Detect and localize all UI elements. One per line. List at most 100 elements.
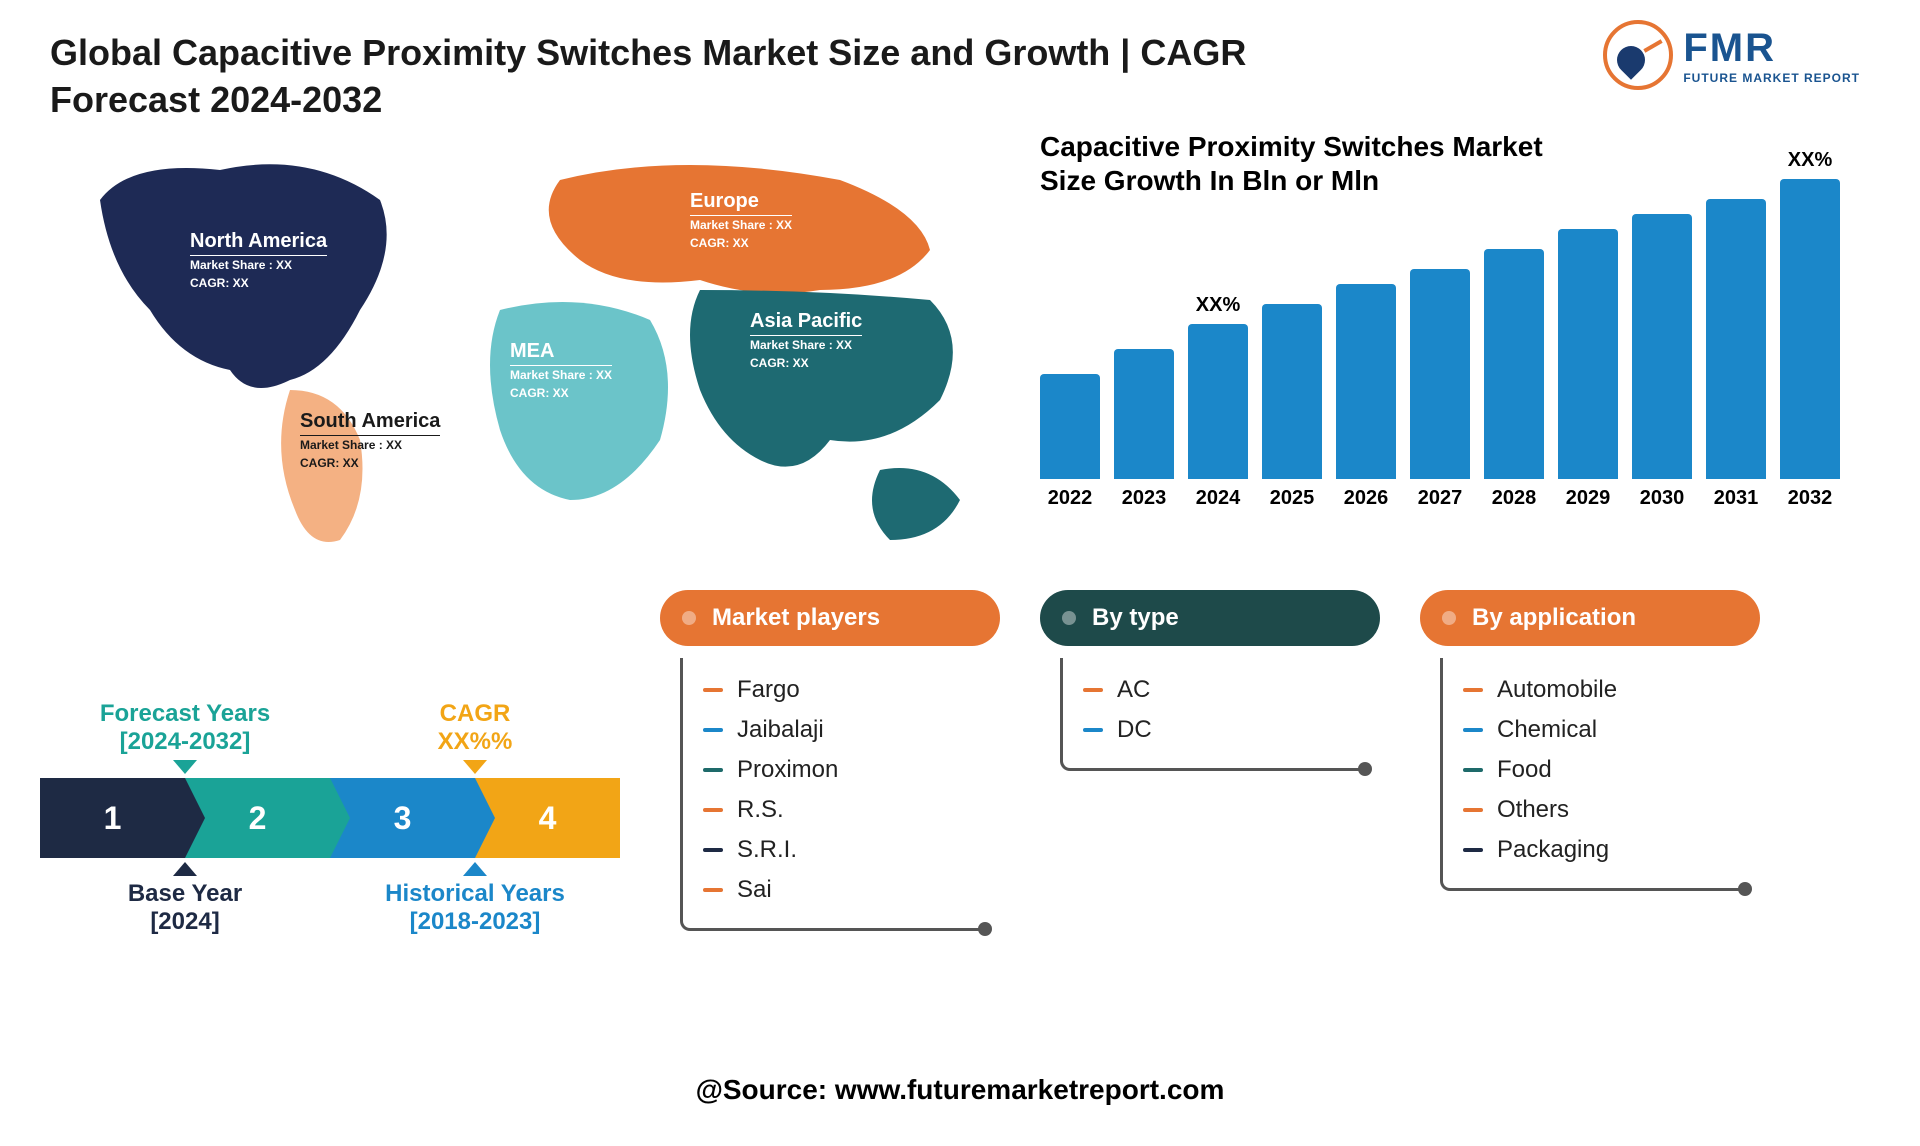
category-panels: Market players FargoJaibalajiProximonR.S… [660, 590, 1760, 931]
tick-icon [703, 848, 723, 852]
label-value: XX%% [330, 728, 620, 756]
list-item: S.R.I. [683, 830, 990, 870]
historical-years-label: Historical Years [2018-2023] [330, 862, 620, 936]
bar-year-label: 2022 [1048, 487, 1093, 510]
bar-annotation: XX% [1196, 294, 1240, 317]
bar-col: 2026 [1336, 284, 1396, 510]
tick-icon [1083, 688, 1103, 692]
bar-year-label: 2029 [1566, 487, 1611, 510]
item-text: Packaging [1497, 836, 1609, 864]
bar [1558, 229, 1618, 479]
bar-year-label: 2031 [1714, 487, 1759, 510]
region-label-sa: South America Market Share : XX CAGR: XX [300, 410, 440, 470]
item-text: Jaibalaji [737, 716, 824, 744]
region-share: Market Share : XX [190, 255, 327, 272]
list-item: DC [1063, 710, 1370, 750]
region-share: Market Share : XX [300, 435, 440, 452]
step-2: 2 [185, 778, 330, 858]
region-name: Asia Pacific [750, 310, 862, 333]
list-item: Fargo [683, 670, 990, 710]
panel-title: Market players [712, 604, 880, 632]
list-item: Packaging [1443, 830, 1750, 870]
tick-icon [703, 768, 723, 772]
item-text: Sai [737, 876, 772, 904]
label-value: [2024-2032] [40, 728, 330, 756]
tick-icon [1083, 728, 1103, 732]
region-share: Market Share : XX [690, 215, 792, 232]
by-type-panel: By type AC DC [1040, 590, 1380, 931]
chart-title: Capacitive Proximity Switches Market Siz… [1040, 130, 1560, 197]
item-text: Others [1497, 796, 1569, 824]
tick-icon [703, 728, 723, 732]
bar [1780, 179, 1840, 479]
bar [1706, 199, 1766, 479]
region-label-eu: Europe Market Share : XX CAGR: XX [690, 190, 792, 250]
list-item: Chemical [1443, 710, 1750, 750]
bar [1262, 304, 1322, 479]
by-application-panel: By application AutomobileChemicalFoodOth… [1420, 590, 1760, 931]
bar-year-label: 2024 [1196, 487, 1241, 510]
logo-text-main: FMR [1683, 26, 1860, 71]
bar-year-label: 2030 [1640, 487, 1685, 510]
chart-bars: 20222023XX%20242025202620272028202920302… [1040, 210, 1840, 510]
step-4: 4 [475, 778, 620, 858]
logo-icon [1603, 20, 1673, 90]
bar [1336, 284, 1396, 479]
cagr-label: CAGR XX%% [330, 700, 620, 774]
panel-body: AutomobileChemicalFoodOthersPackaging [1440, 658, 1750, 891]
panel-header: By type [1040, 590, 1380, 646]
panel-header: By application [1420, 590, 1760, 646]
region-name: North America [190, 230, 327, 253]
tick-icon [703, 688, 723, 692]
tick-icon [1463, 808, 1483, 812]
bar [1188, 324, 1248, 479]
forecast-years-label: Forecast Years [2024-2032] [40, 700, 330, 774]
bar-col: 2029 [1558, 229, 1618, 510]
item-text: Chemical [1497, 716, 1597, 744]
bar [1410, 269, 1470, 479]
item-text: Food [1497, 756, 1552, 784]
region-share: Market Share : XX [750, 335, 862, 352]
bar-col: 2023 [1114, 349, 1174, 510]
logo-text-sub: FUTURE MARKET REPORT [1683, 71, 1860, 85]
growth-bar-chart: Capacitive Proximity Switches Market Siz… [1040, 130, 1840, 550]
item-text: AC [1117, 676, 1150, 704]
tick-icon [1463, 688, 1483, 692]
tick-icon [1463, 728, 1483, 732]
label-text: Forecast Years [40, 700, 330, 728]
tick-icon [1463, 768, 1483, 772]
item-text: Proximon [737, 756, 838, 784]
list-item: Food [1443, 750, 1750, 790]
region-cagr: CAGR: XX [510, 384, 612, 400]
dot-icon [682, 611, 696, 625]
bar-year-label: 2027 [1418, 487, 1463, 510]
panel-title: By application [1472, 604, 1636, 632]
label-text: CAGR [330, 700, 620, 728]
bar [1040, 374, 1100, 479]
panel-body: FargoJaibalajiProximonR.S.S.R.I.Sai [680, 658, 990, 931]
bar-col: 2025 [1262, 304, 1322, 510]
tick-icon [703, 808, 723, 812]
market-players-panel: Market players FargoJaibalajiProximonR.S… [660, 590, 1000, 931]
bar-col: XX%2024 [1188, 324, 1248, 510]
timeline-infographic: Forecast Years [2024-2032] CAGR XX%% 1 2… [40, 700, 620, 936]
fmr-logo: FMR FUTURE MARKET REPORT [1603, 20, 1860, 90]
region-cagr: CAGR: XX [190, 274, 327, 290]
list-item: Jaibalaji [683, 710, 990, 750]
label-value: [2018-2023] [330, 908, 620, 936]
bar-year-label: 2025 [1270, 487, 1315, 510]
bar [1484, 249, 1544, 479]
region-cagr: CAGR: XX [690, 234, 792, 250]
label-value: [2024] [40, 908, 330, 936]
step-1: 1 [40, 778, 185, 858]
dot-icon [1442, 611, 1456, 625]
region-cagr: CAGR: XX [750, 354, 862, 370]
region-label-mea: MEA Market Share : XX CAGR: XX [510, 340, 612, 400]
list-item: Proximon [683, 750, 990, 790]
bar-annotation: XX% [1788, 149, 1832, 172]
bar-col: 2027 [1410, 269, 1470, 510]
panel-body: AC DC [1060, 658, 1370, 771]
region-name: Europe [690, 190, 792, 213]
source-attribution: @Source: www.futuremarketreport.com [0, 1074, 1920, 1106]
list-item: Others [1443, 790, 1750, 830]
